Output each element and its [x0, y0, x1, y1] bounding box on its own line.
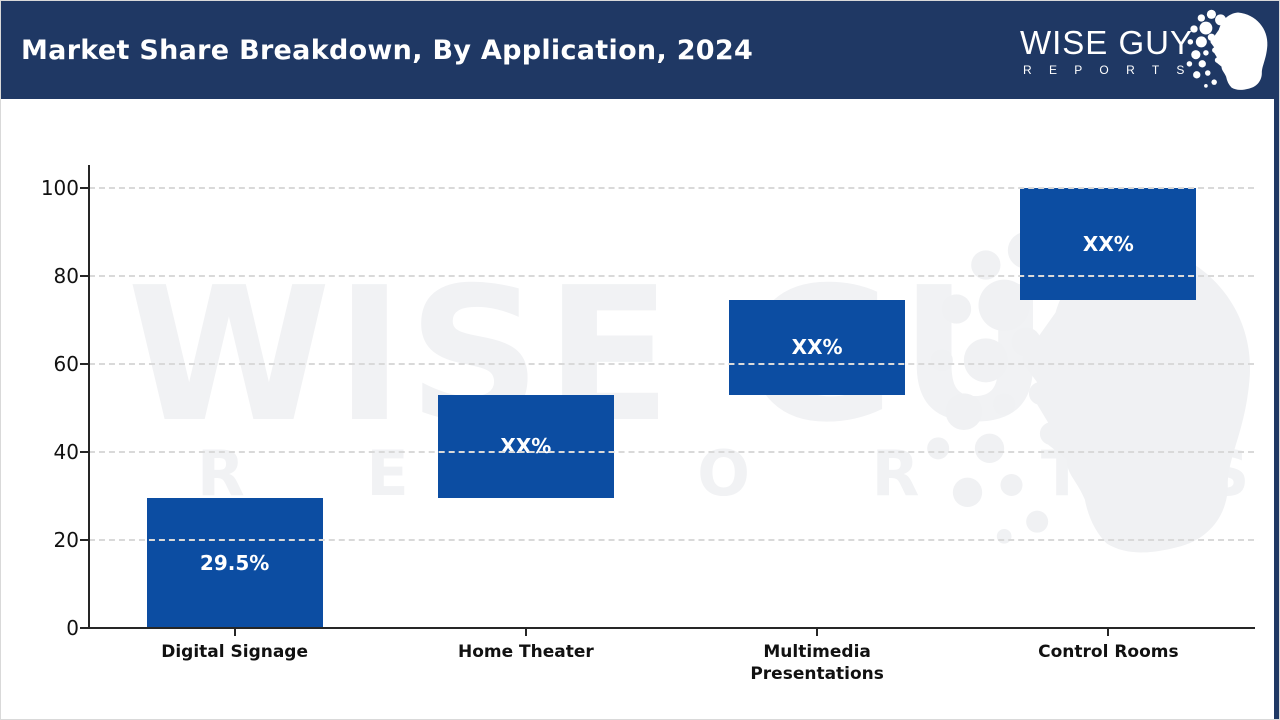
logo-wordmark-block: WISE GUY R E P O R T S [1019, 24, 1193, 77]
y-tick-label: 100 [40, 176, 79, 200]
y-tick-mark [80, 187, 89, 189]
y-tick-label: 60 [53, 352, 79, 376]
gridline [89, 187, 1254, 189]
gridline [89, 275, 1254, 277]
logo-head-icon [1186, 9, 1268, 90]
y-tick-mark [80, 363, 89, 365]
bar-value-label: XX% [791, 335, 843, 360]
x-category-label: Control Rooms [1038, 642, 1179, 662]
y-tick-mark [80, 451, 89, 453]
x-category-label: Home Theater [457, 642, 594, 662]
bar: XX% [729, 300, 906, 395]
y-tick-label: 40 [53, 440, 79, 464]
x-tick-mark [816, 629, 819, 636]
bar-value-label: XX% [1082, 232, 1134, 257]
logo: WISE GUY R E P O R T S [1020, 7, 1275, 95]
x-category-label: Multimedia Presentations [750, 642, 884, 685]
y-tick-mark [80, 539, 89, 541]
right-edge-accent-bar [1274, 99, 1279, 719]
header-bar: Market Share Breakdown, By Application, … [1, 1, 1279, 99]
bar: 29.5% [146, 498, 323, 628]
bar-value-label: XX% [500, 434, 552, 459]
x-axis-line [85, 627, 1255, 629]
bar: XX% [437, 394, 614, 499]
bar-value-label: 29.5% [199, 551, 270, 576]
gridline [89, 451, 1254, 453]
y-tick-mark [80, 627, 89, 629]
bar: XX% [1020, 188, 1197, 301]
y-tick-label: 20 [53, 528, 79, 552]
y-tick-label: 0 [66, 616, 79, 640]
x-tick-mark [524, 629, 527, 636]
x-tick-mark [1107, 629, 1110, 636]
x-tick-mark [233, 629, 236, 636]
page-title: Market Share Breakdown, By Application, … [21, 34, 754, 66]
x-category-label: Digital Signage [161, 642, 309, 662]
logo-wordmark: WISE GUY [1019, 24, 1193, 62]
gridline [89, 363, 1254, 365]
y-tick-mark [80, 275, 89, 277]
y-axis-line [88, 165, 90, 629]
logo-subtext: R E P O R T S [1022, 62, 1192, 77]
gridline [89, 539, 1254, 541]
y-tick-label: 80 [53, 264, 79, 288]
